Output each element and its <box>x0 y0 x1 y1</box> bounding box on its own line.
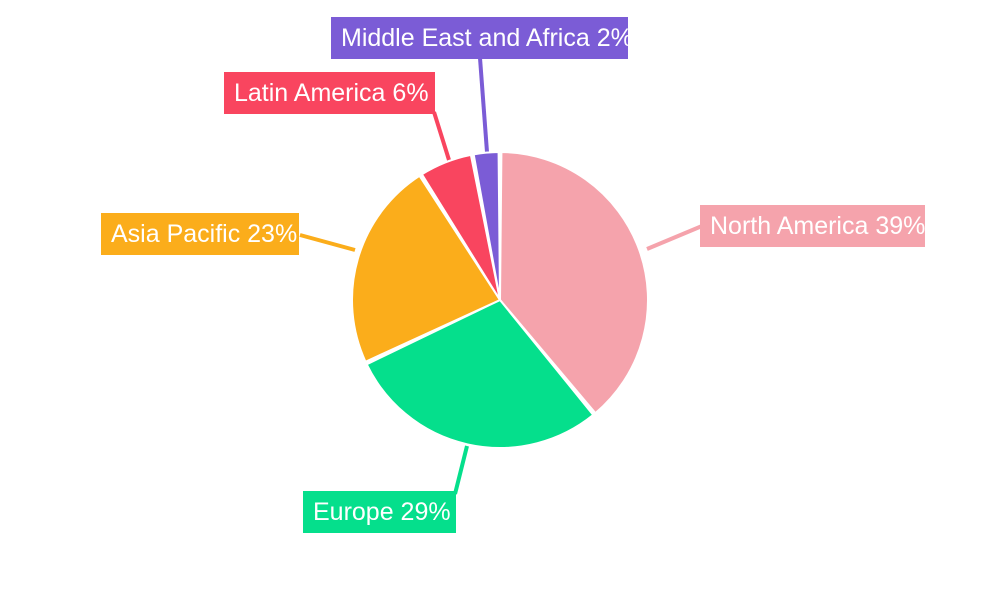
pie-label-asia-pacific-text: Asia Pacific 23% <box>111 219 298 248</box>
pie-slice-europe[interactable] <box>365 299 595 449</box>
pie-slice-middle-east-and-africa[interactable] <box>472 151 501 301</box>
pie-slice-asia-pacific[interactable] <box>351 174 501 363</box>
pie-slices-group <box>351 151 649 449</box>
leader-line-asia-pacific <box>299 233 356 252</box>
leader-line-middle-east-africa <box>478 57 489 153</box>
leader-line-north-america <box>646 224 703 251</box>
pie-slice-north-america[interactable] <box>499 151 649 415</box>
pie-label-middle-east-africa[interactable]: Middle East and Africa 2% <box>331 17 633 59</box>
pie-label-north-america-text: North America 39% <box>710 211 926 240</box>
pie-label-north-america[interactable]: North America 39% <box>700 205 925 247</box>
pie-label-europe[interactable]: Europe 29% <box>303 491 456 533</box>
leader-lines-group <box>299 57 703 495</box>
pie-label-asia-pacific[interactable]: Asia Pacific 23% <box>101 213 299 255</box>
pie-label-europe-text: Europe 29% <box>313 497 451 526</box>
leader-line-europe <box>453 445 469 495</box>
pie-label-latin-america[interactable]: Latin America 6% <box>224 72 435 114</box>
pie-label-middle-east-africa-text: Middle East and Africa 2% <box>341 23 633 52</box>
pie-label-latin-america-text: Latin America 6% <box>234 78 429 107</box>
pie-slice-latin-america[interactable] <box>420 153 501 301</box>
leader-line-latin-america <box>432 111 451 161</box>
